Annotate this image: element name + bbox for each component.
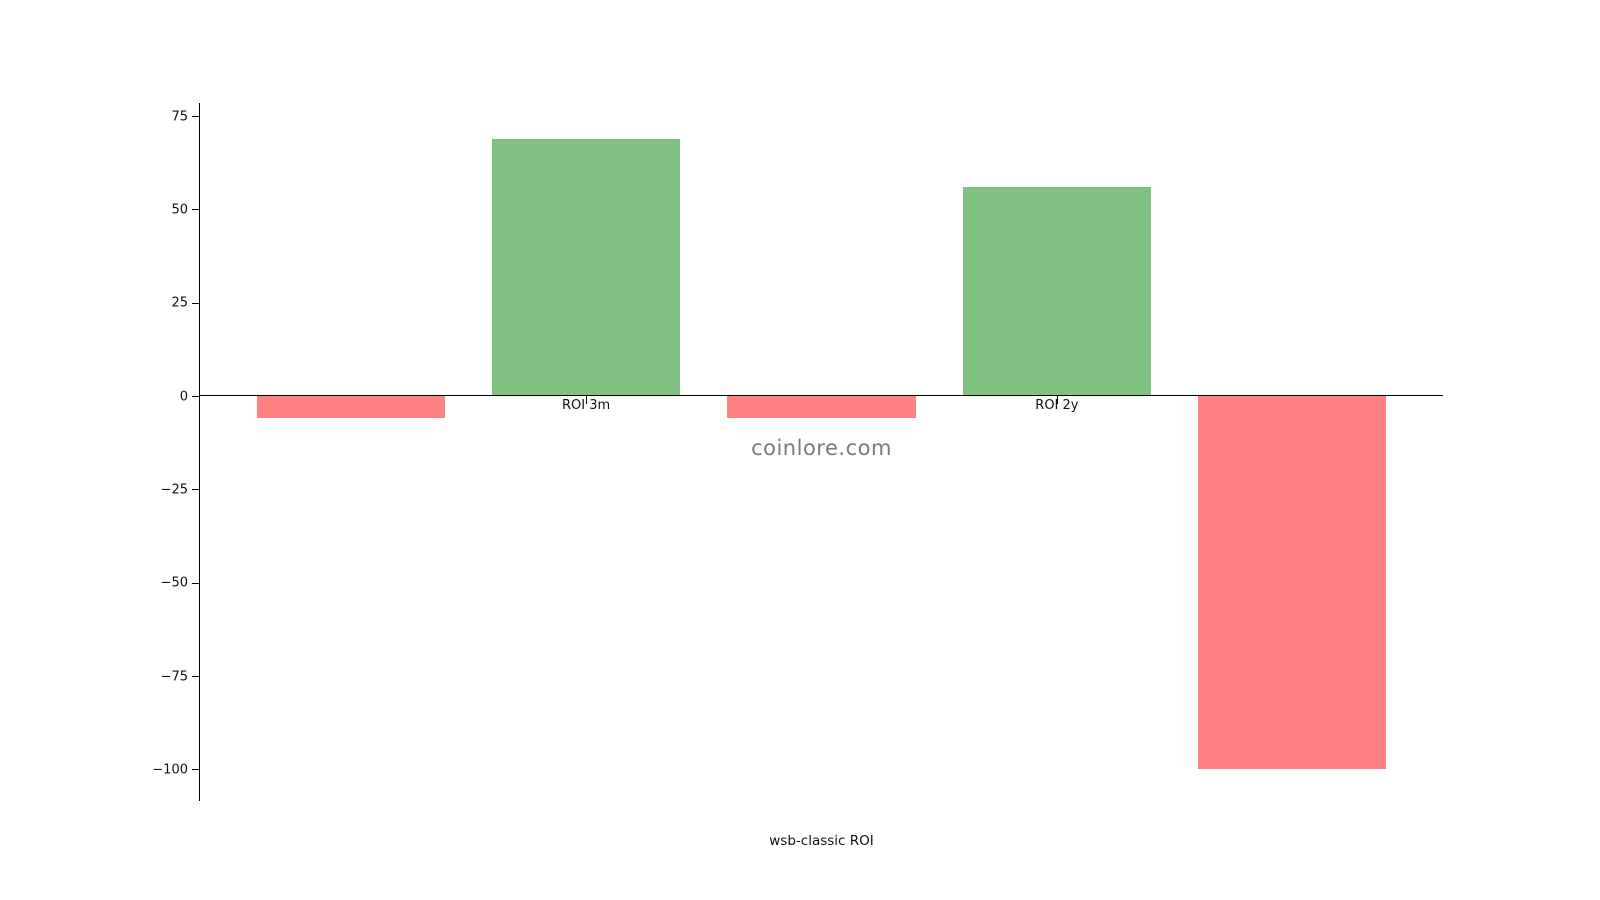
y-tick-mark xyxy=(192,582,199,584)
bar-unlabeled-4 xyxy=(1198,396,1387,770)
x-tick-mark xyxy=(586,396,588,404)
y-tick-label: −100 xyxy=(152,762,188,778)
bar-unlabeled-0 xyxy=(256,396,445,418)
bar-roi-3m xyxy=(491,138,681,397)
y-tick-mark xyxy=(192,489,199,491)
y-axis-line xyxy=(199,103,200,801)
bar-unlabeled-2 xyxy=(727,396,916,418)
x-axis-line xyxy=(200,395,1443,396)
y-tick-mark xyxy=(192,116,199,118)
y-tick-mark xyxy=(192,769,199,771)
y-tick-label: 50 xyxy=(171,202,188,218)
y-tick-mark xyxy=(192,676,199,677)
y-tick-label: 75 xyxy=(171,109,188,125)
watermark-text: coinlore.com xyxy=(751,436,892,460)
y-tick-mark xyxy=(192,396,199,397)
y-tick-label: −75 xyxy=(160,669,188,684)
y-tick-mark xyxy=(192,302,199,304)
x-tick-label: ROI 3m xyxy=(562,398,611,413)
y-tick-label: 25 xyxy=(171,295,188,311)
y-tick-label: 0 xyxy=(179,389,188,404)
chart-x-axis-title: wsb-classic ROI xyxy=(769,833,874,849)
bar-roi-2y xyxy=(962,187,1152,396)
x-tick-mark xyxy=(1056,396,1058,404)
y-tick-label: −50 xyxy=(160,575,188,591)
y-tick-label: −25 xyxy=(160,482,188,498)
x-tick-label: ROI 2y xyxy=(1035,398,1079,413)
y-tick-mark xyxy=(192,209,199,211)
